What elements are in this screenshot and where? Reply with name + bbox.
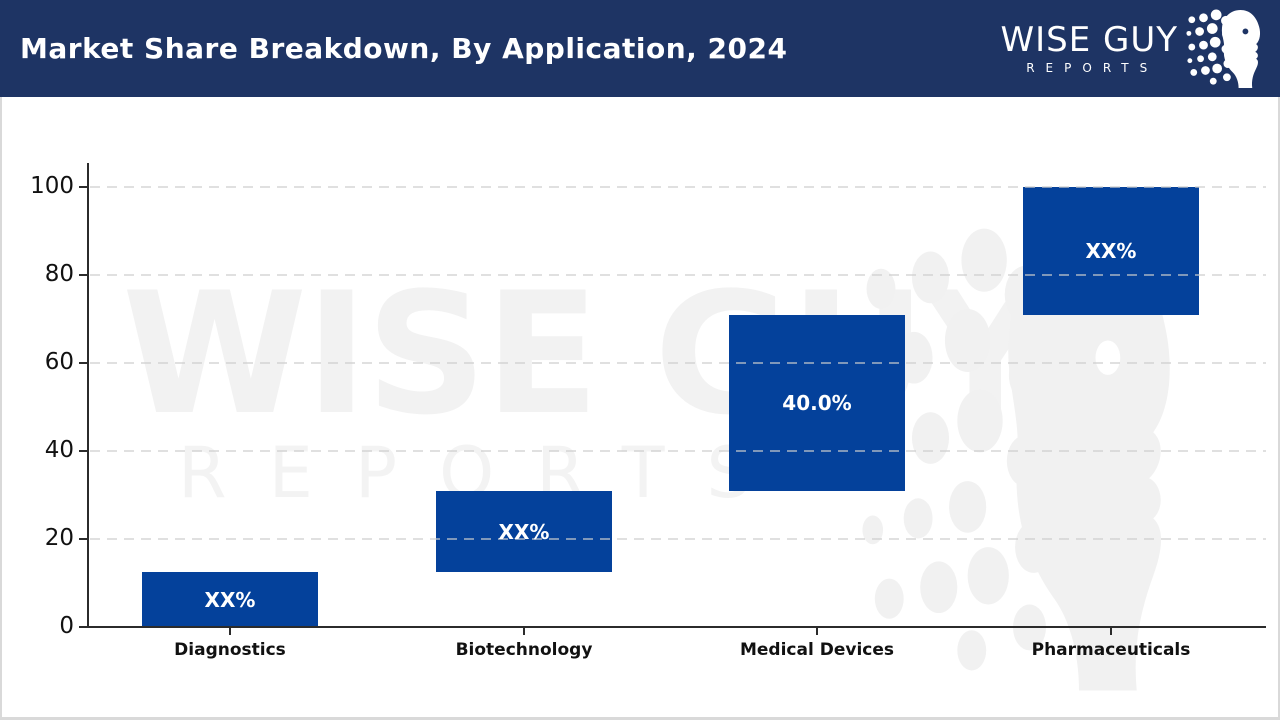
y-tick-label-0: 0 [59,613,74,639]
border-right [1278,97,1280,720]
bar-diagnostics [142,572,318,627]
y-tick-label-40: 40 [44,437,74,463]
gridline-20 [90,538,1266,540]
x-tick-mark [229,628,231,635]
y-tick-label-20: 20 [44,525,74,551]
category-label-biotechnology: Biotechnology [455,640,593,660]
logo-text: WISE GUY REPORTS [1000,23,1178,75]
gridline-80 [90,274,1266,276]
y-tick-mark [79,186,88,188]
bar-pharmaceuticals [1023,187,1199,316]
category-label-pharmaceuticals: Pharmaceuticals [1031,640,1191,660]
page-title: Market Share Breakdown, By Application, … [20,32,788,65]
bar-biotechnology [436,491,612,573]
gridline-100 [90,186,1266,188]
y-axis-line [87,163,89,628]
bar-value-label: XX% [204,587,256,612]
y-tick-label-80: 80 [44,261,74,287]
y-tick-mark [79,626,88,628]
y-tick-label-60: 60 [44,349,74,375]
x-tick-mark [1110,628,1112,635]
wiseguy-head-icon [1186,9,1261,88]
border-left [0,97,2,720]
bar-value-label: XX% [498,519,550,544]
y-tick-label-100: 100 [30,173,74,199]
y-tick-mark [79,538,88,540]
y-tick-mark [79,450,88,452]
y-tick-mark [79,274,88,276]
logo-wordmark: WISE GUY [1000,19,1178,60]
wiseguy-logo: WISE GUY REPORTS [1000,8,1262,90]
bar-value-label: 40.0% [782,391,852,416]
x-axis-line [87,626,1266,628]
bar-medical-devices [729,315,905,492]
category-label-medical-devices: Medical Devices [739,640,894,660]
gridline-40 [90,450,1266,452]
border-bottom [0,717,1280,720]
logo-subtitle: REPORTS [1026,60,1159,75]
gridline-60 [90,362,1266,364]
x-tick-mark [523,628,525,635]
y-tick-mark [79,362,88,364]
bar-value-label: XX% [1085,239,1137,264]
x-tick-mark [816,628,818,635]
category-label-diagnostics: Diagnostics [174,640,286,660]
header-bar: Market Share Breakdown, By Application, … [0,0,1280,97]
